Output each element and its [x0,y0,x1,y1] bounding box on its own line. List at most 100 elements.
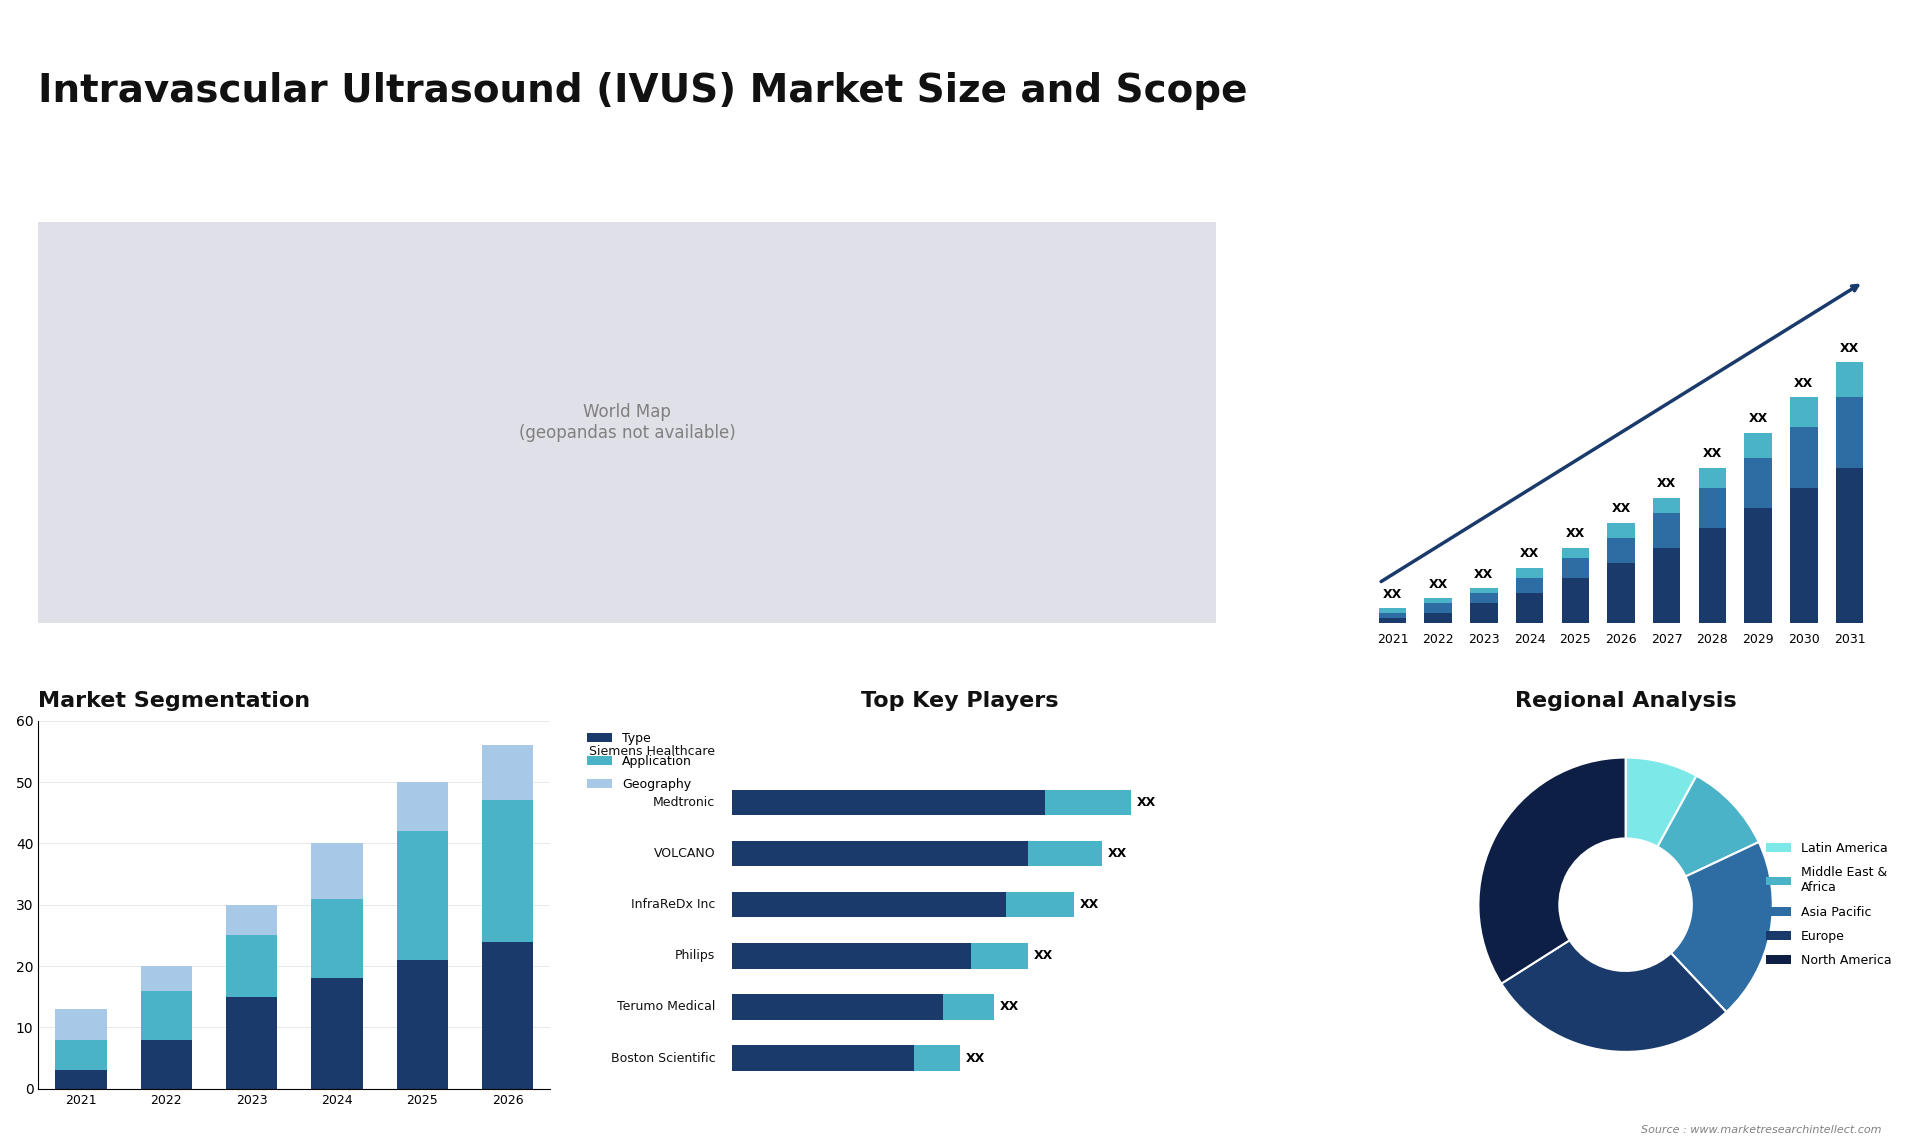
Bar [732,892,1006,918]
Bar [1425,603,1452,613]
Text: XX: XX [1611,502,1630,516]
Title: Top Key Players: Top Key Players [862,691,1058,711]
Bar [732,943,972,968]
Bar [1561,578,1590,623]
Bar [140,1039,192,1089]
Bar [1425,613,1452,623]
Text: XX: XX [1565,527,1584,541]
Text: InfraReDx Inc: InfraReDx Inc [632,898,716,911]
Text: XX: XX [1000,1000,1020,1013]
Text: VOLCANO: VOLCANO [653,847,716,861]
Bar [1607,563,1634,623]
Bar [1561,548,1590,558]
Bar [227,997,276,1089]
Bar [1561,558,1590,578]
Bar [1653,497,1680,512]
Text: XX: XX [1521,548,1540,560]
Bar [1789,398,1818,427]
Text: Philips: Philips [676,949,716,963]
Text: XX: XX [1108,847,1127,861]
Bar [140,990,192,1039]
Text: World Map
(geopandas not available): World Map (geopandas not available) [518,403,735,442]
Bar [1471,603,1498,623]
Bar [732,790,1044,815]
Text: XX: XX [1035,949,1054,963]
Legend: Type, Application, Geography: Type, Application, Geography [582,727,697,796]
Bar [914,1045,960,1070]
Text: XX: XX [1137,796,1156,809]
Text: Source : www.marketresearchintellect.com: Source : www.marketresearchintellect.com [1642,1124,1882,1135]
Wedge shape [1657,776,1759,877]
Wedge shape [1478,758,1626,983]
Bar [227,935,276,997]
Bar [1607,523,1634,537]
Bar [1029,841,1102,866]
Bar [1607,537,1634,563]
Bar [1471,588,1498,594]
Bar [1517,578,1544,594]
Bar [227,904,276,935]
Bar [397,782,447,831]
Bar [56,1039,108,1070]
Bar [482,942,534,1089]
Bar [1836,468,1862,623]
Text: XX: XX [1749,411,1768,425]
Text: Siemens Healthcare: Siemens Healthcare [589,745,716,758]
Title: Regional Analysis: Regional Analysis [1515,691,1736,711]
Bar [1699,468,1726,488]
Bar [732,994,943,1020]
Text: XX: XX [966,1052,985,1065]
Text: Medtronic: Medtronic [653,796,716,809]
Bar [1044,790,1131,815]
Bar [56,1070,108,1089]
Text: XX: XX [1079,898,1098,911]
Bar [1379,609,1405,613]
Text: Terumo Medical: Terumo Medical [616,1000,716,1013]
Bar [311,898,363,979]
Bar [1379,618,1405,623]
Bar [1517,568,1544,578]
Text: XX: XX [1703,447,1722,460]
Text: XX: XX [1795,377,1814,390]
Bar [732,1045,914,1070]
Wedge shape [1670,842,1772,1012]
Text: Market Segmentation: Market Segmentation [38,691,311,711]
Bar [1517,594,1544,623]
Bar [1836,362,1862,398]
Bar [397,831,447,960]
Bar [1699,528,1726,623]
Bar [1789,488,1818,623]
Bar [1745,457,1772,508]
Bar [1745,508,1772,623]
Bar [1471,594,1498,603]
Wedge shape [1501,940,1726,1052]
Bar [482,800,534,942]
Bar [397,960,447,1089]
Bar [1653,548,1680,623]
Bar [1699,488,1726,528]
Bar [732,841,1029,866]
Bar [1836,398,1862,468]
Text: XX: XX [1657,477,1676,490]
Bar [1653,512,1680,548]
Bar [56,1008,108,1039]
Text: Intravascular Ultrasound (IVUS) Market Size and Scope: Intravascular Ultrasound (IVUS) Market S… [38,72,1248,110]
Bar [1379,613,1405,618]
Wedge shape [1626,758,1697,847]
Bar [1789,427,1818,488]
Bar [943,994,995,1020]
Text: XX: XX [1475,567,1494,581]
Legend: Latin America, Middle East &
Africa, Asia Pacific, Europe, North America: Latin America, Middle East & Africa, Asi… [1761,838,1897,972]
Text: Boston Scientific: Boston Scientific [611,1052,716,1065]
Bar [972,943,1029,968]
Bar [482,745,534,800]
Text: XX: XX [1382,588,1402,601]
Bar [1425,598,1452,603]
Bar [140,966,192,990]
Bar [1745,432,1772,457]
Text: XX: XX [1428,578,1448,590]
Bar [1006,892,1073,918]
Bar [311,843,363,898]
Text: XX: XX [1839,342,1859,355]
Bar [311,979,363,1089]
